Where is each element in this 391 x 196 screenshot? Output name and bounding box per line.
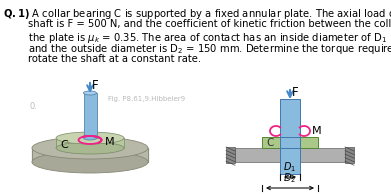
Ellipse shape — [56, 142, 124, 154]
Text: 0.: 0. — [30, 102, 38, 111]
Bar — [262, 137, 318, 148]
Text: F: F — [292, 86, 299, 99]
Ellipse shape — [56, 132, 124, 144]
Bar — [280, 137, 300, 148]
Text: the plate is $\mu_k$ = 0.35. The area of contact has an inside diameter of D$_1$: the plate is $\mu_k$ = 0.35. The area of… — [3, 31, 391, 45]
Bar — [84, 93, 97, 138]
Bar — [280, 148, 300, 174]
Ellipse shape — [32, 137, 148, 159]
Ellipse shape — [84, 91, 97, 95]
Text: shaft is F = 500 N, and the coefficient of kinetic friction between the collar a: shaft is F = 500 N, and the coefficient … — [3, 19, 391, 29]
Text: and the outside diameter is D$_2$ = 150 mm. Determine the torque required to: and the outside diameter is D$_2$ = 150 … — [3, 42, 391, 56]
Text: $\bf{Q.1)}$ A collar bearing C is supported by a fixed annular plate. The axial : $\bf{Q.1)}$ A collar bearing C is suppor… — [3, 7, 391, 21]
Text: Fig. P8.61,9.Hibbeler9: Fig. P8.61,9.Hibbeler9 — [108, 96, 185, 102]
Bar — [235, 148, 345, 162]
Text: M: M — [104, 137, 114, 147]
Text: $D_2$: $D_2$ — [283, 171, 296, 185]
Text: C: C — [60, 140, 68, 150]
Text: rotate the shaft at a constant rate.: rotate the shaft at a constant rate. — [3, 54, 201, 64]
Bar — [345, 147, 354, 163]
Text: $D_1$: $D_1$ — [283, 160, 296, 174]
Text: F: F — [92, 79, 99, 92]
Bar — [226, 147, 235, 163]
Ellipse shape — [84, 136, 97, 140]
Text: M: M — [312, 126, 322, 136]
Bar — [280, 99, 300, 137]
Text: C: C — [266, 138, 273, 148]
Ellipse shape — [32, 151, 148, 173]
